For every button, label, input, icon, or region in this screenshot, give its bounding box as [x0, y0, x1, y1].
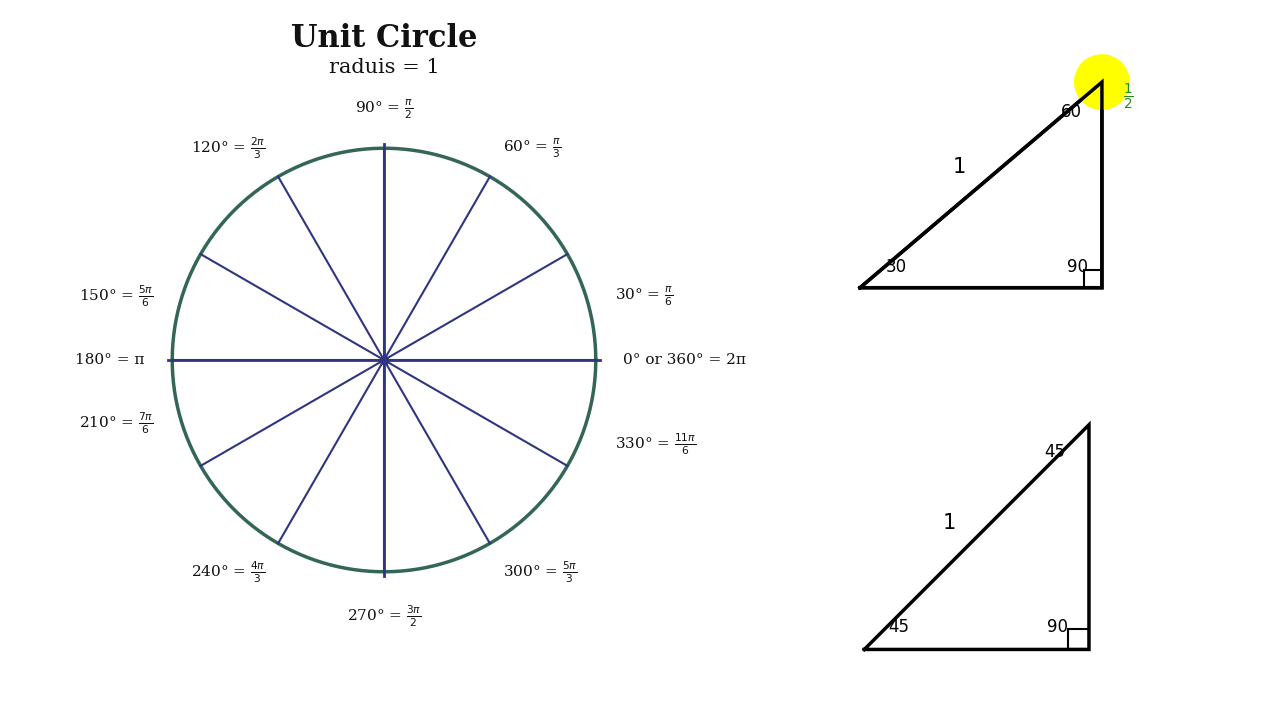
Text: 90: 90: [1068, 258, 1088, 276]
Text: 60: 60: [1061, 103, 1082, 121]
Text: 1: 1: [942, 513, 956, 534]
Text: 45: 45: [888, 618, 909, 636]
Text: 90: 90: [1047, 618, 1069, 636]
Bar: [1084, 269, 1102, 288]
Text: 30° = $\frac{π}{6}$: 30° = $\frac{π}{6}$: [614, 284, 673, 308]
Text: 0° or 360° = 2π: 0° or 360° = 2π: [623, 353, 746, 367]
Text: 1: 1: [954, 157, 966, 176]
Text: $\frac{1}{2}$: $\frac{1}{2}$: [1123, 82, 1134, 112]
Text: Unit Circle: Unit Circle: [291, 22, 477, 53]
Text: 30: 30: [886, 258, 906, 276]
Text: 240° = $\frac{4π}{3}$: 240° = $\frac{4π}{3}$: [191, 559, 265, 585]
Text: raduis = 1: raduis = 1: [329, 58, 439, 77]
Text: 270° = $\frac{3π}{2}$: 270° = $\frac{3π}{2}$: [347, 603, 421, 629]
Circle shape: [1075, 55, 1129, 109]
Text: 330° = $\frac{11π}{6}$: 330° = $\frac{11π}{6}$: [614, 432, 696, 457]
Text: 45: 45: [1044, 444, 1065, 462]
Text: 300° = $\frac{5π}{3}$: 300° = $\frac{5π}{3}$: [503, 559, 577, 585]
Text: 180° = π: 180° = π: [76, 353, 145, 367]
Text: 150° = $\frac{5π}{6}$: 150° = $\frac{5π}{6}$: [78, 284, 154, 310]
Text: 60° = $\frac{π}{3}$: 60° = $\frac{π}{3}$: [503, 137, 561, 160]
Text: 120° = $\frac{2π}{3}$: 120° = $\frac{2π}{3}$: [191, 135, 265, 161]
Text: 90° = $\frac{π}{2}$: 90° = $\frac{π}{2}$: [355, 97, 413, 121]
Bar: [1069, 629, 1089, 649]
Text: 210° = $\frac{7π}{6}$: 210° = $\frac{7π}{6}$: [78, 410, 154, 436]
